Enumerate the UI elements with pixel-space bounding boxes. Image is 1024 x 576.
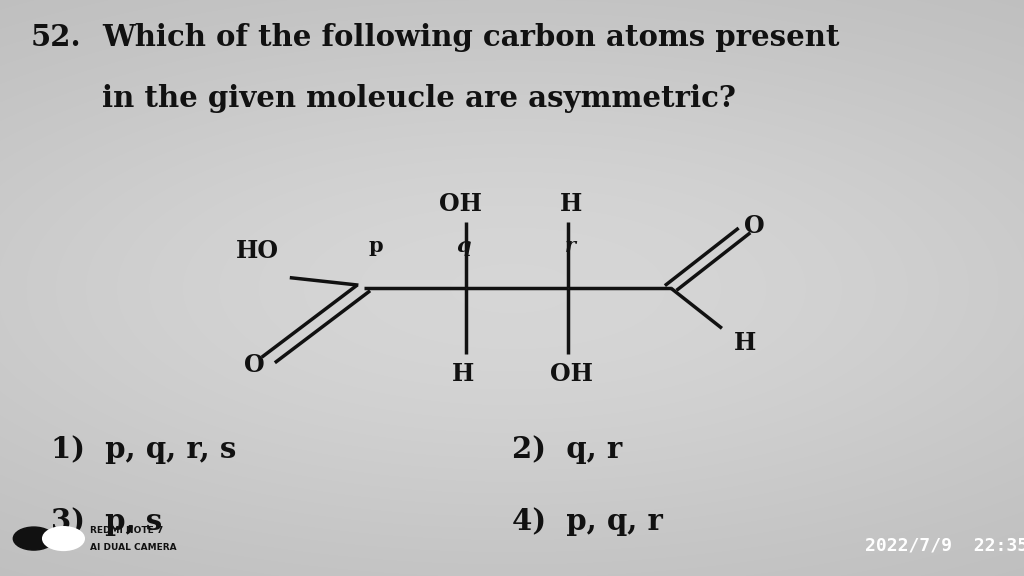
Text: 2)  q, r: 2) q, r bbox=[512, 435, 623, 464]
Text: H: H bbox=[734, 331, 757, 355]
Circle shape bbox=[13, 527, 54, 550]
Text: REDMI NOTE 7: REDMI NOTE 7 bbox=[90, 525, 164, 535]
Text: r: r bbox=[565, 236, 575, 256]
Text: 4)  p, q, r: 4) p, q, r bbox=[512, 507, 663, 536]
Text: 1)  p, q, r, s: 1) p, q, r, s bbox=[51, 435, 237, 464]
Text: H: H bbox=[452, 362, 474, 386]
Circle shape bbox=[43, 527, 84, 550]
Text: O: O bbox=[744, 214, 765, 238]
Text: in the given moleucle are asymmetric?: in the given moleucle are asymmetric? bbox=[102, 84, 736, 112]
Text: AI DUAL CAMERA: AI DUAL CAMERA bbox=[90, 543, 177, 552]
Text: O: O bbox=[244, 353, 264, 377]
Text: 2022/7/9  22:35: 2022/7/9 22:35 bbox=[865, 536, 1024, 554]
Text: 52.: 52. bbox=[31, 23, 81, 52]
Text: 3)  p, s: 3) p, s bbox=[51, 507, 163, 536]
Text: HO: HO bbox=[236, 238, 279, 263]
Text: H: H bbox=[560, 192, 583, 216]
Text: Which of the following carbon atoms present: Which of the following carbon atoms pres… bbox=[102, 23, 840, 52]
Text: OH: OH bbox=[550, 362, 593, 386]
Text: q: q bbox=[457, 236, 471, 256]
Text: OH: OH bbox=[439, 192, 482, 216]
Text: p: p bbox=[369, 236, 383, 256]
